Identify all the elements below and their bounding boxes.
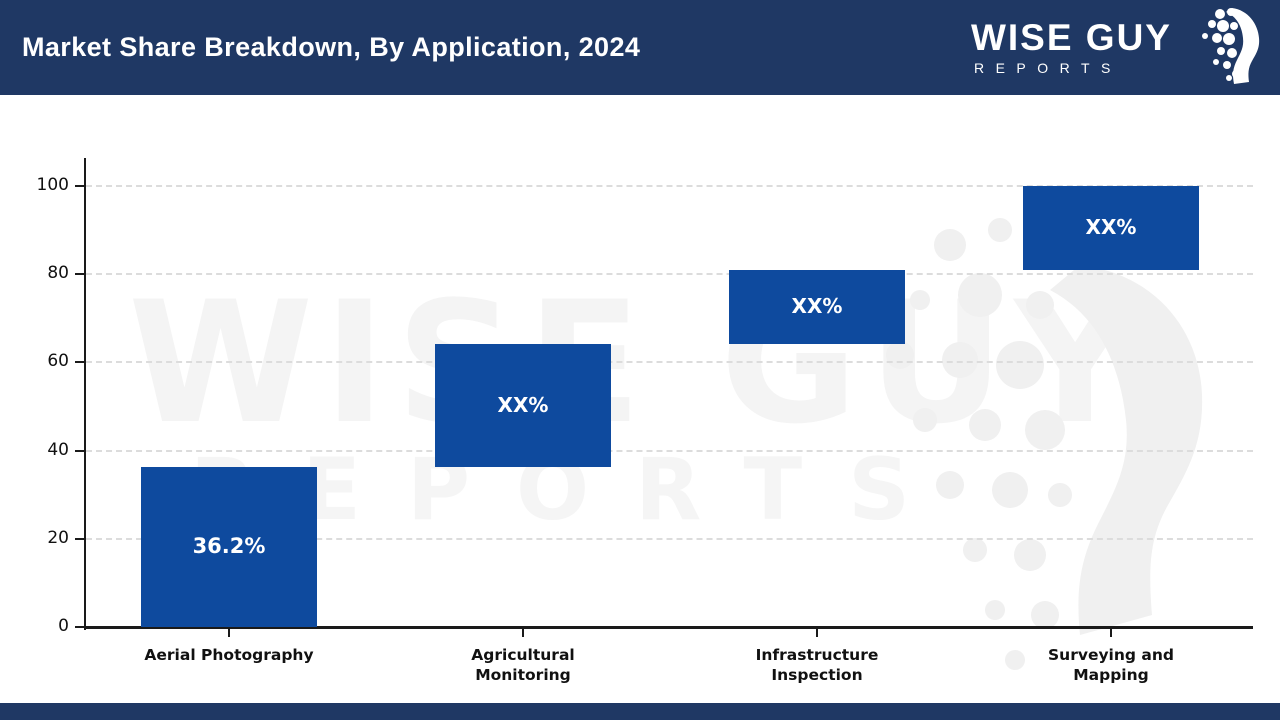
- logo-head-icon: [1174, 4, 1262, 92]
- category-label: Agricultural Monitoring: [383, 645, 663, 685]
- y-tick-label: 40: [47, 439, 69, 460]
- x-axis-tick: [522, 629, 524, 637]
- header-bar: Market Share Breakdown, By Application, …: [0, 0, 1280, 95]
- y-axis-tick: [75, 449, 84, 452]
- y-axis-tick: [75, 626, 84, 628]
- y-tick-label: 100: [36, 175, 69, 195]
- logo-wordmark: WISE GUY: [970, 17, 1172, 58]
- gridline: [86, 361, 1253, 364]
- y-axis-tick: [75, 537, 84, 540]
- y-axis-tick: [75, 185, 84, 187]
- gridline: [86, 537, 1253, 540]
- category-label: Infrastructure Inspection: [677, 645, 957, 685]
- bar-value-label: XX%: [497, 392, 549, 417]
- y-axis-tick: [75, 361, 84, 364]
- category-label: Aerial Photography: [89, 645, 369, 665]
- gridline: [86, 449, 1253, 452]
- chart-title: Market Share Breakdown, By Application, …: [22, 32, 641, 62]
- x-axis-tick: [228, 629, 230, 637]
- y-tick-label: 80: [47, 263, 69, 284]
- y-axis-line: [84, 158, 86, 630]
- x-axis-line: [84, 626, 1253, 629]
- bar: XX%: [435, 344, 611, 468]
- bar: 36.2%: [141, 467, 317, 627]
- gridline: [86, 273, 1253, 276]
- logo-text: WISE GUY REPORTS: [970, 17, 1172, 77]
- logo-subtitle: REPORTS: [973, 60, 1122, 76]
- category-label-line: Monitoring: [475, 666, 571, 684]
- y-tick-label: 0: [58, 616, 69, 636]
- gridline: [86, 185, 1253, 187]
- wise-guy-logo: WISE GUY REPORTS: [971, 4, 1262, 92]
- category-label-line: Infrastructure: [755, 646, 879, 664]
- bar-value-label: XX%: [1085, 215, 1137, 240]
- chart-area: WISE GUY REPORTS 0 20 40 60 80 100 36.2% Aerial…: [0, 95, 1280, 703]
- x-axis-tick: [1110, 629, 1112, 637]
- category-label-line: Mapping: [1073, 666, 1149, 684]
- category-label: Surveying and Mapping: [971, 645, 1251, 685]
- bar: XX%: [1023, 186, 1199, 271]
- y-tick-label: 20: [47, 527, 69, 548]
- x-axis-tick: [816, 629, 818, 637]
- category-label-line: Agricultural: [471, 646, 575, 664]
- category-label-line: Inspection: [771, 666, 863, 684]
- bar-value-label: 36.2%: [192, 534, 266, 559]
- category-label-line: Surveying and: [1048, 646, 1174, 664]
- y-axis-tick: [75, 273, 84, 276]
- bar-value-label: XX%: [791, 294, 843, 319]
- footer-bar: [0, 703, 1280, 720]
- category-label-line: Aerial Photography: [144, 646, 314, 664]
- bar: XX%: [729, 270, 905, 345]
- y-tick-label: 60: [47, 351, 69, 372]
